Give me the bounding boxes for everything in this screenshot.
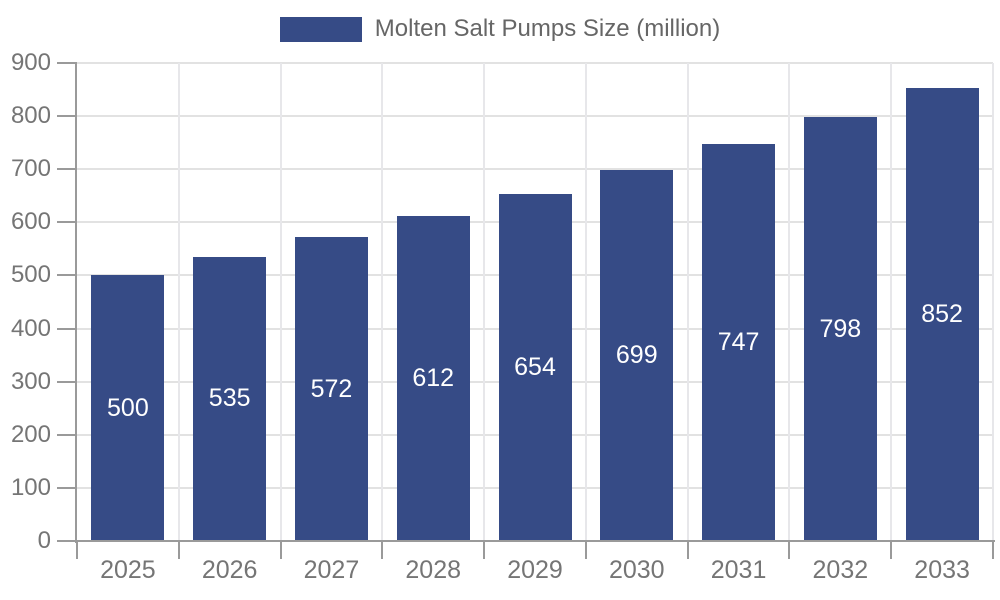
legend[interactable]: Molten Salt Pumps Size (million) — [0, 15, 1000, 43]
y-axis-tick-label: 100 — [10, 473, 51, 501]
y-axis-tick — [57, 274, 77, 277]
y-axis-tick-label: 0 — [37, 527, 51, 554]
bar-value-label: 798 — [819, 314, 862, 343]
bar[interactable]: 654 — [498, 193, 572, 541]
bar[interactable]: 798 — [803, 117, 877, 541]
x-gridline — [483, 63, 486, 541]
bar-value-label: 699 — [615, 340, 658, 369]
x-axis-tick-label: 2029 — [507, 556, 563, 584]
y-axis-tick-label: 900 — [10, 49, 51, 76]
x-axis-tick — [584, 541, 587, 559]
x-axis-tick — [686, 541, 689, 559]
x-axis-tick — [279, 541, 282, 559]
x-gridline — [686, 63, 689, 541]
x-gridline — [584, 63, 587, 541]
y-axis-tick — [57, 115, 77, 118]
y-axis-tick-label: 800 — [10, 102, 51, 130]
bar-value-label: 747 — [717, 328, 760, 357]
x-gridline — [279, 63, 282, 541]
x-gridline — [177, 63, 180, 541]
x-axis-line — [75, 540, 995, 542]
bar[interactable]: 699 — [600, 169, 674, 541]
bar-value-label: 500 — [107, 393, 149, 422]
legend-label: Molten Salt Pumps Size (million) — [374, 15, 721, 42]
x-axis-tick — [992, 541, 994, 559]
x-axis-tick — [381, 541, 384, 559]
x-axis-tick-label: 2033 — [914, 556, 970, 584]
y-axis-tick — [57, 486, 77, 489]
x-gridline — [890, 63, 893, 541]
y-axis-tick-label: 300 — [10, 367, 51, 395]
x-axis-tick — [788, 541, 791, 559]
bar[interactable]: 535 — [193, 256, 267, 541]
y-axis-tick — [57, 380, 77, 383]
x-gridline — [992, 63, 994, 541]
y-axis-tick-label: 500 — [10, 261, 51, 289]
x-axis-tick-label: 2032 — [812, 556, 869, 584]
y-gridline — [77, 168, 993, 171]
x-axis-tick-label: 2027 — [303, 556, 360, 584]
bar-value-label: 572 — [310, 374, 353, 403]
bar[interactable]: 852 — [905, 88, 979, 541]
y-gridline — [77, 115, 993, 118]
bar[interactable]: 572 — [294, 237, 368, 541]
legend-swatch — [279, 16, 362, 42]
x-axis-tick — [76, 541, 78, 559]
x-axis-tick — [177, 541, 180, 559]
x-gridline — [788, 63, 791, 541]
bar-value-label: 612 — [412, 363, 455, 392]
bar[interactable]: 500 — [91, 275, 165, 541]
x-axis-tick-label: 2031 — [710, 556, 767, 584]
y-axis-tick-label: 400 — [10, 314, 51, 342]
y-axis-tick — [57, 221, 77, 224]
x-axis-tick-label: 2025 — [100, 556, 156, 584]
y-axis-tick — [57, 433, 77, 436]
bar-value-label: 535 — [208, 384, 251, 413]
y-axis-tick-label: 200 — [10, 420, 51, 448]
y-axis-tick-label: 600 — [10, 208, 51, 236]
x-gridline — [381, 63, 384, 541]
y-axis-tick — [57, 168, 77, 171]
y-gridline — [77, 62, 993, 64]
y-axis-tick — [57, 540, 77, 542]
y-axis-tick-label: 700 — [10, 155, 51, 183]
bar[interactable]: 747 — [702, 144, 776, 541]
bar[interactable]: 612 — [396, 215, 470, 541]
y-axis-tick — [57, 62, 77, 64]
y-axis-tick — [57, 327, 77, 330]
y-axis-line — [75, 63, 77, 543]
x-axis-tick — [890, 541, 893, 559]
bar-value-label: 654 — [514, 352, 556, 381]
x-axis-tick-label: 2030 — [608, 556, 665, 584]
x-axis-tick-label: 2026 — [201, 556, 258, 584]
x-axis-tick — [483, 541, 486, 559]
bar-value-label: 852 — [921, 300, 963, 329]
x-axis-tick-label: 2028 — [405, 556, 462, 584]
